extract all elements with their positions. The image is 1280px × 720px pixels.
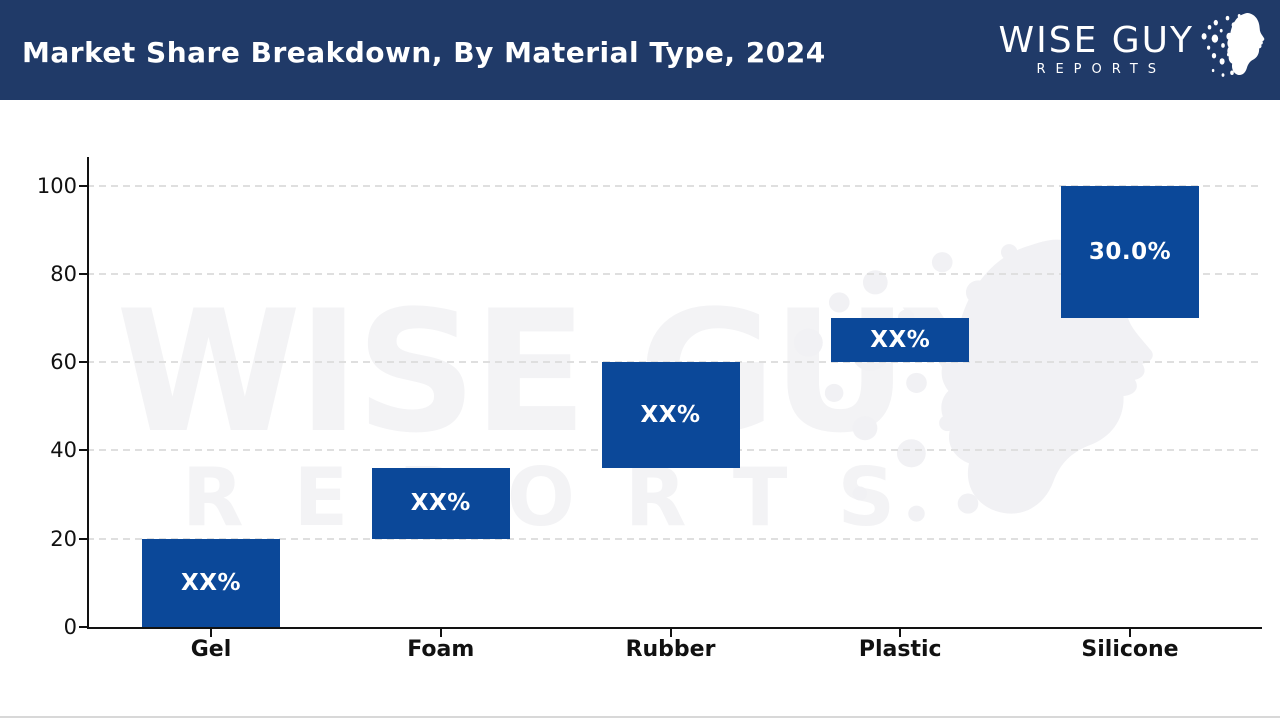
y-axis-tick-40 <box>79 449 87 452</box>
wise-guy-reports-logo: WISE GUY REPORTS <box>999 7 1269 93</box>
x-axis-tick-foam <box>439 629 442 637</box>
logo-name: WISE GUY <box>998 20 1194 61</box>
bar-value-label-gel: XX% <box>180 569 241 596</box>
page-title: Market Share Breakdown, By Material Type… <box>22 36 826 69</box>
logo-tagline: REPORTS <box>1036 62 1167 77</box>
y-axis-tick-20 <box>79 537 87 540</box>
y-axis <box>87 157 89 629</box>
bar-value-label-rubber: XX% <box>640 402 701 429</box>
bar-gel: XX% <box>142 538 280 627</box>
gridline-100 <box>87 184 1262 187</box>
logo-text: WISE GUY REPORTS <box>998 20 1195 78</box>
x-axis-tick-plastic <box>899 629 902 637</box>
y-axis-tick-0 <box>79 626 87 628</box>
bar-value-label-silicone: 30.0% <box>1088 238 1172 265</box>
x-axis-tick-gel <box>210 629 212 637</box>
header-band: Market Share Breakdown, By Material Type… <box>0 0 1280 100</box>
gridline-20 <box>87 537 1262 540</box>
x-axis <box>87 627 1262 629</box>
y-tick-label-20: 20 <box>50 526 77 551</box>
bar-value-label-plastic: XX% <box>870 327 931 353</box>
logo-head-icon <box>1196 9 1268 91</box>
y-axis-tick-100 <box>79 184 87 187</box>
x-axis-tick-rubber <box>669 629 672 637</box>
y-tick-label-0: 0 <box>63 615 77 639</box>
y-axis-tick-60 <box>79 361 87 364</box>
bottom-divider <box>0 716 1280 718</box>
y-axis-tick-80 <box>79 272 87 275</box>
category-label-gel: Gel <box>190 637 232 662</box>
category-label-silicone: Silicone <box>1081 637 1179 662</box>
category-label-plastic: Plastic <box>858 637 942 662</box>
y-tick-label-40: 40 <box>50 438 77 463</box>
category-label-foam: Foam <box>407 637 475 662</box>
gridline-80 <box>87 272 1262 275</box>
y-tick-label-60: 60 <box>50 350 77 375</box>
bar-plastic: XX% <box>831 317 970 363</box>
y-tick-label-100: 100 <box>36 173 77 198</box>
x-axis-tick-silicone <box>1129 629 1131 637</box>
bar-silicone: 30.0% <box>1061 185 1199 318</box>
y-tick-label-80: 80 <box>50 261 77 286</box>
bar-value-label-foam: XX% <box>410 490 471 517</box>
bar-rubber: XX% <box>601 362 740 469</box>
category-label-rubber: Rubber <box>625 637 716 662</box>
watermark-tagline: REPORTS <box>182 451 946 544</box>
bar-foam: XX% <box>371 468 510 539</box>
